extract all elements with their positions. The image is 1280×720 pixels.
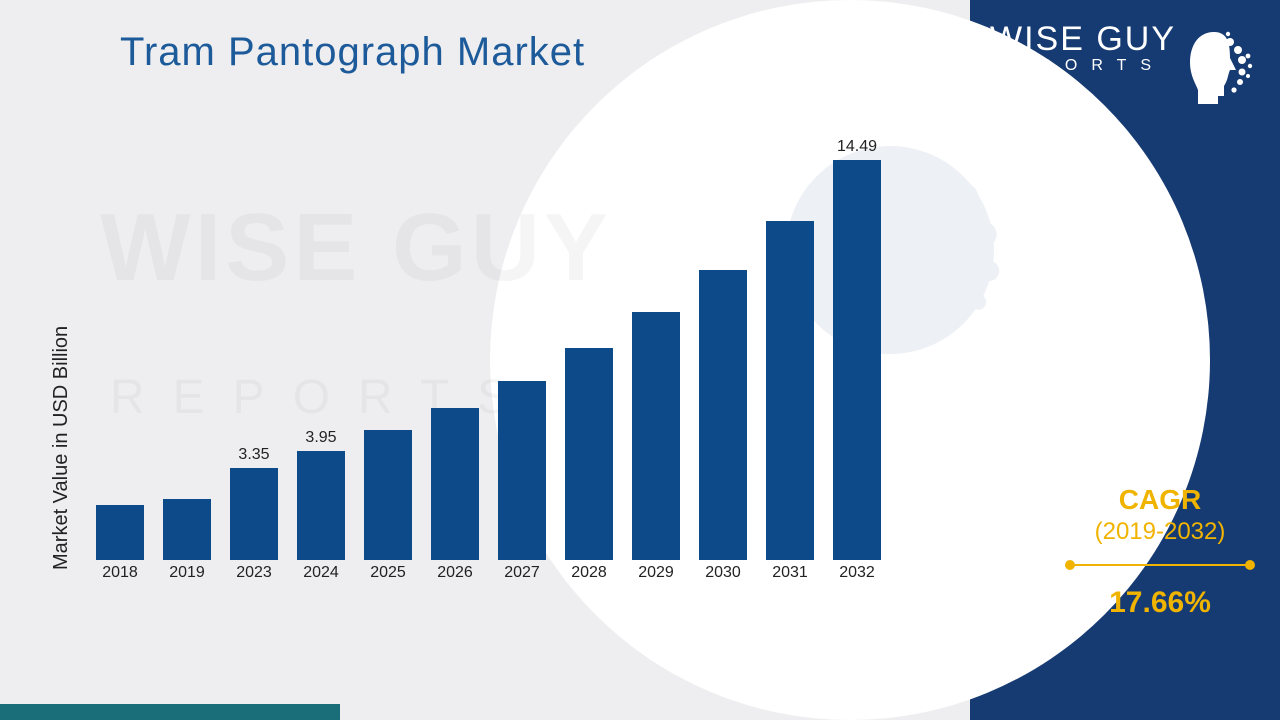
cagr-divider: [1070, 564, 1250, 566]
x-tick-label: 2031: [755, 564, 825, 582]
bar-value-label: 3.35: [219, 446, 289, 464]
cagr-label: CAGR: [1040, 484, 1280, 516]
x-tick-label: 2027: [487, 564, 557, 582]
x-tick-label: 2024: [286, 564, 356, 582]
bar-value-label: 3.95: [286, 429, 356, 447]
plot-area: 3.353.9514.49: [90, 160, 900, 560]
bar: [632, 312, 680, 560]
bar: [699, 270, 747, 560]
bar: [833, 160, 881, 560]
x-tick-label: 2025: [353, 564, 423, 582]
bar: [163, 499, 211, 560]
x-tick-label: 2018: [85, 564, 155, 582]
bar: [297, 451, 345, 560]
bar-value-label: 14.49: [822, 138, 892, 156]
chart-title: Tram Pantograph Market: [120, 30, 585, 75]
x-tick-label: 2032: [822, 564, 892, 582]
bar: [96, 505, 144, 560]
x-tick-label: 2026: [420, 564, 490, 582]
bar: [364, 430, 412, 560]
bar: [766, 221, 814, 560]
bar: [230, 468, 278, 560]
cagr-range: (2019-2032): [1040, 518, 1280, 546]
x-tick-label: 2029: [621, 564, 691, 582]
x-tick-label: 2030: [688, 564, 758, 582]
brand-head-icon: [1184, 26, 1256, 110]
footer-accent-bar: [0, 704, 340, 720]
bar: [431, 408, 479, 560]
x-tick-label: 2028: [554, 564, 624, 582]
cagr-block: CAGR (2019-2032) 17.66%: [1040, 484, 1280, 620]
bar: [565, 348, 613, 560]
page: WISE GUY REPORTS Tram Pantograph Market …: [0, 0, 1280, 720]
bar: [498, 381, 546, 560]
bar-chart: Market Value in USD Billion 3.353.9514.4…: [60, 160, 900, 600]
x-tick-label: 2019: [152, 564, 222, 582]
x-tick-label: 2023: [219, 564, 289, 582]
y-axis-label: Market Value in USD Billion: [50, 326, 73, 570]
brand-logo: WISE GUY REPORTS: [990, 20, 1250, 120]
x-axis: 2018201920232024202520262027202820292030…: [90, 560, 900, 590]
cagr-value: 17.66%: [1040, 586, 1280, 620]
